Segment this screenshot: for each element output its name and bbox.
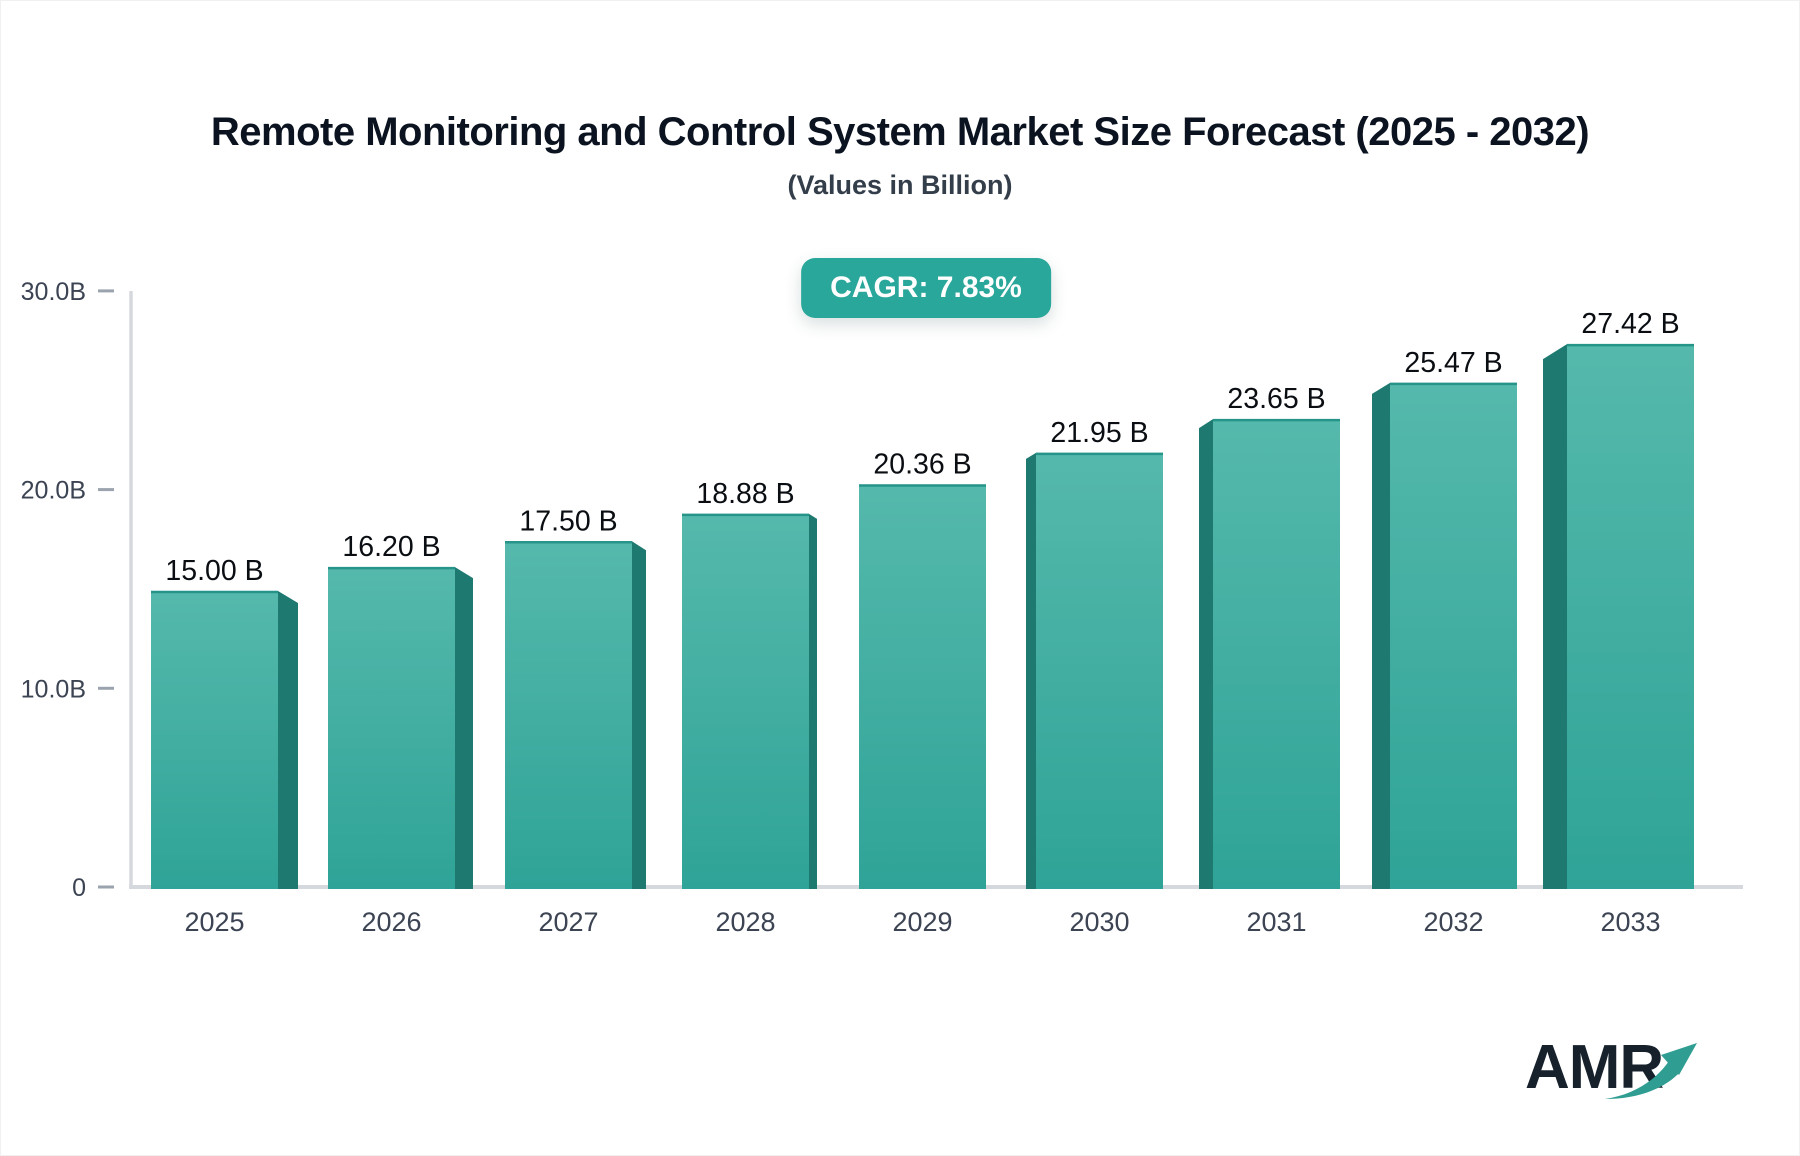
bar-2029: 20.36 B 2029 — [859, 448, 986, 937]
bar-front-face — [1390, 382, 1517, 889]
x-axis-label: 2025 — [184, 907, 244, 937]
bar-side-face — [455, 567, 473, 889]
amr-logo: AMR — [1525, 1037, 1735, 1121]
x-axis-label: 2026 — [361, 907, 421, 937]
bar-side-face — [1372, 382, 1390, 889]
bar-value-label: 15.00 B — [165, 555, 263, 587]
bar-side-face — [809, 513, 817, 889]
x-axis-label: 2028 — [715, 907, 775, 937]
x-axis-label: 2032 — [1423, 907, 1483, 937]
bar-2031: 23.65 B 2031 — [1199, 383, 1340, 937]
x-axis-label: 2031 — [1246, 907, 1306, 937]
bar-2027: 17.50 B 2027 — [505, 505, 646, 937]
bar-2028: 18.88 B 2028 — [682, 478, 817, 937]
x-axis-label: 2029 — [892, 907, 952, 937]
cagr-badge: CAGR: 7.83% — [801, 258, 1051, 318]
y-tick-label: 0 — [72, 874, 86, 902]
bar-side-face — [1199, 419, 1213, 889]
bar-front-face — [682, 513, 809, 889]
bar-side-face — [1543, 344, 1567, 889]
bar-front-face — [859, 484, 986, 889]
bar-2032: 25.47 B 2032 — [1372, 347, 1517, 937]
bar-value-label: 20.36 B — [873, 448, 971, 480]
x-axis-label: 2027 — [538, 907, 598, 937]
bar-value-label: 21.95 B — [1050, 417, 1148, 449]
bar-front-face — [328, 567, 455, 889]
bar-front-face — [505, 541, 632, 889]
bar-value-label: 17.50 B — [519, 505, 617, 537]
trend-up-arrow-icon — [1605, 1043, 1697, 1099]
y-tick-label: 30.0B — [21, 278, 86, 306]
bar-front-face — [1567, 344, 1694, 889]
bar-2026: 16.20 B 2026 — [328, 531, 473, 937]
y-tick-label: 20.0B — [21, 477, 86, 505]
bar-2025: 15.00 B 2025 — [151, 555, 298, 937]
x-axis-label: 2030 — [1069, 907, 1129, 937]
bar-2033: 27.42 B 2033 — [1543, 308, 1694, 937]
bar-value-label: 18.88 B — [696, 478, 794, 510]
bar-value-label: 16.20 B — [342, 531, 440, 563]
x-axis-label: 2033 — [1600, 907, 1660, 937]
bar-front-face — [1213, 419, 1340, 889]
chart-title: Remote Monitoring and Control System Mar… — [210, 110, 1590, 154]
bar-side-face — [278, 590, 298, 889]
chart-subtitle: (Values in Billion) — [787, 170, 1013, 200]
y-tick-label: 10.0B — [21, 675, 86, 703]
bar-value-label: 25.47 B — [1404, 347, 1502, 379]
bar-side-face — [632, 541, 646, 889]
bar-front-face — [1036, 452, 1163, 889]
bar-front-face — [151, 590, 278, 889]
bar-value-label: 27.42 B — [1581, 308, 1679, 340]
bar-2030: 21.95 B 2030 — [1026, 417, 1163, 937]
bar-value-label: 23.65 B — [1227, 383, 1325, 415]
bar-side-face — [1026, 452, 1036, 889]
